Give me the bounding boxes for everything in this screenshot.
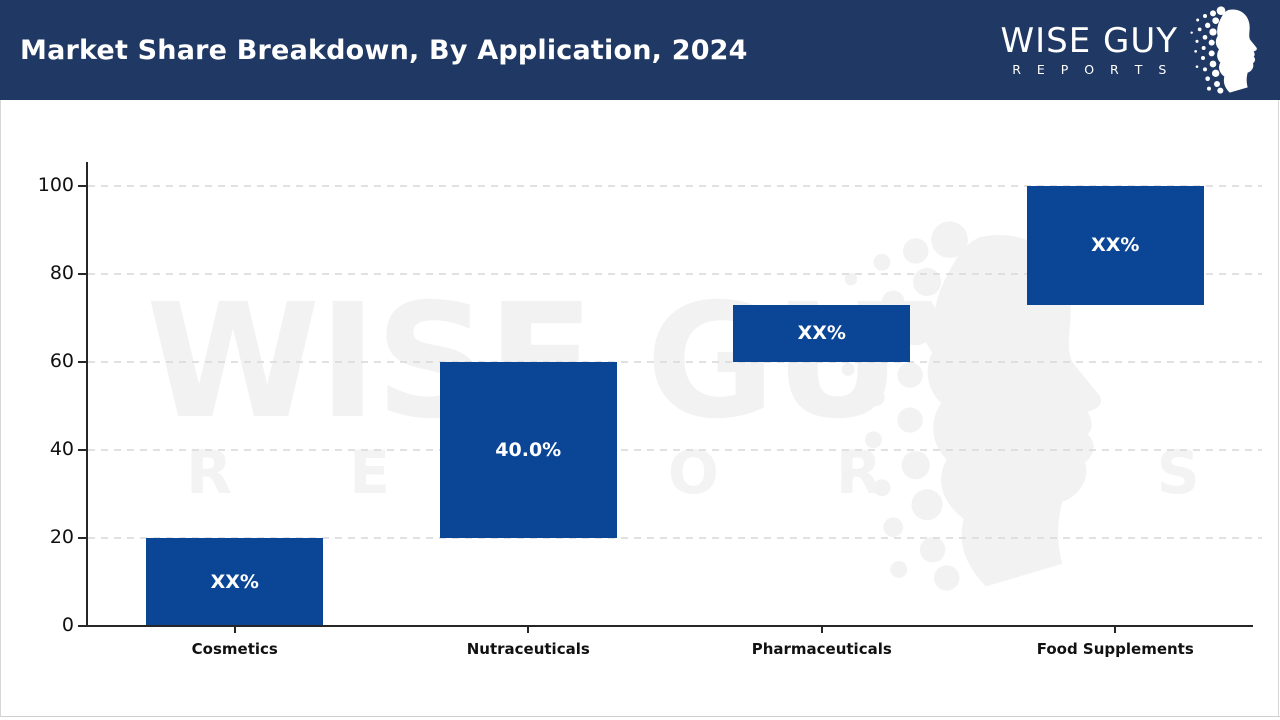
- y-tick-mark: [78, 449, 86, 451]
- waterfall-bar-pharmaceuticals: XX%: [733, 304, 911, 362]
- x-category-label: Pharmaceuticals: [751, 640, 892, 658]
- x-tick-mark: [527, 627, 530, 633]
- header: Market Share Breakdown, By Application, …: [0, 0, 1280, 100]
- bar-value-label: XX%: [210, 571, 259, 593]
- y-tick-label: 100: [37, 174, 74, 196]
- bar-value-label: XX%: [797, 322, 846, 345]
- y-gridline: [88, 537, 1262, 539]
- y-gridline: [88, 185, 1262, 187]
- y-tick-label: 20: [49, 526, 74, 548]
- page-title: Market Share Breakdown, By Application, …: [20, 34, 748, 66]
- bottom-divider: [0, 716, 1280, 717]
- bar-value-label: XX%: [1091, 234, 1140, 257]
- wise-guy-logo: WISE GUY R E P O R T S: [1000, 6, 1266, 94]
- x-category-label: Nutraceuticals: [466, 640, 590, 658]
- y-axis-spine: [86, 162, 88, 627]
- x-category-label: Food Supplements: [1036, 640, 1194, 658]
- x-tick-mark: [233, 627, 236, 633]
- y-tick-mark: [78, 273, 86, 275]
- y-tick-label: 40: [49, 438, 74, 460]
- x-tick-mark: [820, 627, 823, 633]
- left-edge-border: [0, 100, 1, 717]
- logo-wordmark: WISE GUY: [1000, 20, 1178, 61]
- y-tick-mark: [78, 185, 86, 187]
- y-tick-label: 0: [61, 614, 74, 636]
- right-edge-border: [1278, 100, 1279, 717]
- y-gridline: [88, 273, 1262, 275]
- logo-subtitle: R E P O R T S: [1012, 61, 1173, 77]
- y-tick-mark: [78, 361, 86, 363]
- logo-text: WISE GUY R E P O R T S: [1000, 24, 1178, 77]
- y-tick-mark: [78, 625, 86, 627]
- x-tick-mark: [1114, 627, 1117, 633]
- waterfall-bar-nutraceuticals: 40.0%: [439, 362, 617, 538]
- y-tick-label: 80: [49, 262, 74, 284]
- x-category-label: Cosmetics: [191, 640, 278, 658]
- waterfall-chart: WISE GUY R E P O R T S 020406080100XX%Co…: [0, 100, 1280, 720]
- y-gridline: [88, 361, 1262, 363]
- y-tick-mark: [78, 537, 86, 539]
- y-tick-label: 60: [49, 350, 74, 372]
- x-axis-spine: [86, 625, 1253, 627]
- bar-value-label: 40.0%: [495, 439, 562, 461]
- waterfall-bar-food-supplements: XX%: [1026, 186, 1204, 305]
- waterfall-bar-cosmetics: XX%: [146, 538, 324, 626]
- y-gridline: [88, 449, 1262, 451]
